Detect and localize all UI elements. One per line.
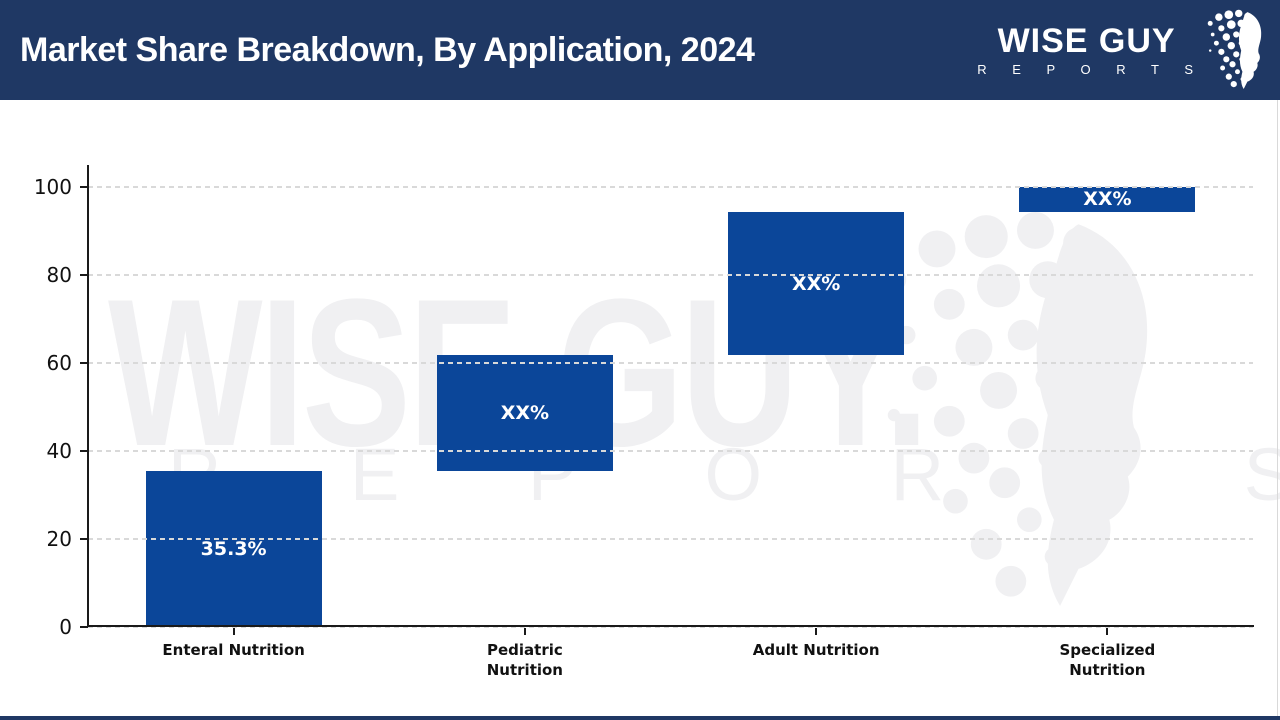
x-axis-tick <box>1106 627 1109 635</box>
x-axis-category-label: Enteral Nutrition <box>162 641 305 659</box>
wise-guy-logo: WISE GUY R E P O R T S <box>969 9 1266 91</box>
gridline <box>88 273 1253 276</box>
y-axis-spine <box>87 165 89 627</box>
gridline <box>88 361 1253 364</box>
header: Market Share Breakdown, By Application, … <box>0 0 1280 100</box>
bar-segment: XX% <box>1019 186 1196 213</box>
bar-segment: XX% <box>728 212 905 355</box>
logo-wordmark: WISE GUY R E P O R T S <box>969 24 1204 77</box>
x-axis-category-label: Pediatric Nutrition <box>486 641 563 680</box>
gridline <box>88 185 1253 188</box>
right-edge-divider <box>1277 100 1278 716</box>
bar-value-label: XX% <box>500 402 550 425</box>
footer-accent-bar <box>0 716 1280 720</box>
logo-dot-face-icon <box>1204 9 1266 91</box>
x-axis-category-label: Specialized Nutrition <box>1059 641 1156 680</box>
chart-title: Market Share Breakdown, By Application, … <box>20 30 755 69</box>
y-axis-tick-label: 80 <box>46 262 72 287</box>
watermark-dot-face-icon <box>862 212 1172 612</box>
x-axis-category-label: Adult Nutrition <box>752 641 880 659</box>
y-axis-tick-label: 60 <box>46 350 72 375</box>
gridline <box>88 537 1253 540</box>
y-axis-tick-label: 40 <box>46 438 72 463</box>
y-axis-tick <box>80 625 88 628</box>
gridline <box>88 449 1253 452</box>
y-axis-tick-label: 100 <box>33 174 72 199</box>
bar-segment: 35.3% <box>145 471 322 627</box>
logo-wordmark-line2: R E P O R T S <box>977 61 1204 77</box>
bar-value-label: XX% <box>791 272 841 295</box>
x-axis-spine <box>87 625 1254 627</box>
bar-value-label: 35.3% <box>200 537 267 560</box>
y-axis-tick-label: 20 <box>46 526 72 551</box>
y-axis-tick <box>80 273 88 276</box>
x-axis-tick <box>523 627 526 635</box>
x-axis-tick <box>232 627 235 635</box>
bar-value-label: XX% <box>1083 188 1132 211</box>
y-axis-tick <box>80 449 88 452</box>
logo-wordmark-line1: WISE GUY <box>997 21 1176 60</box>
y-axis-tick-label: 0 <box>59 614 72 639</box>
x-axis-tick <box>815 627 818 635</box>
y-axis-tick <box>80 537 88 540</box>
bar-segment: XX% <box>436 355 613 472</box>
y-axis-tick <box>80 361 88 364</box>
y-axis-tick <box>80 185 88 188</box>
